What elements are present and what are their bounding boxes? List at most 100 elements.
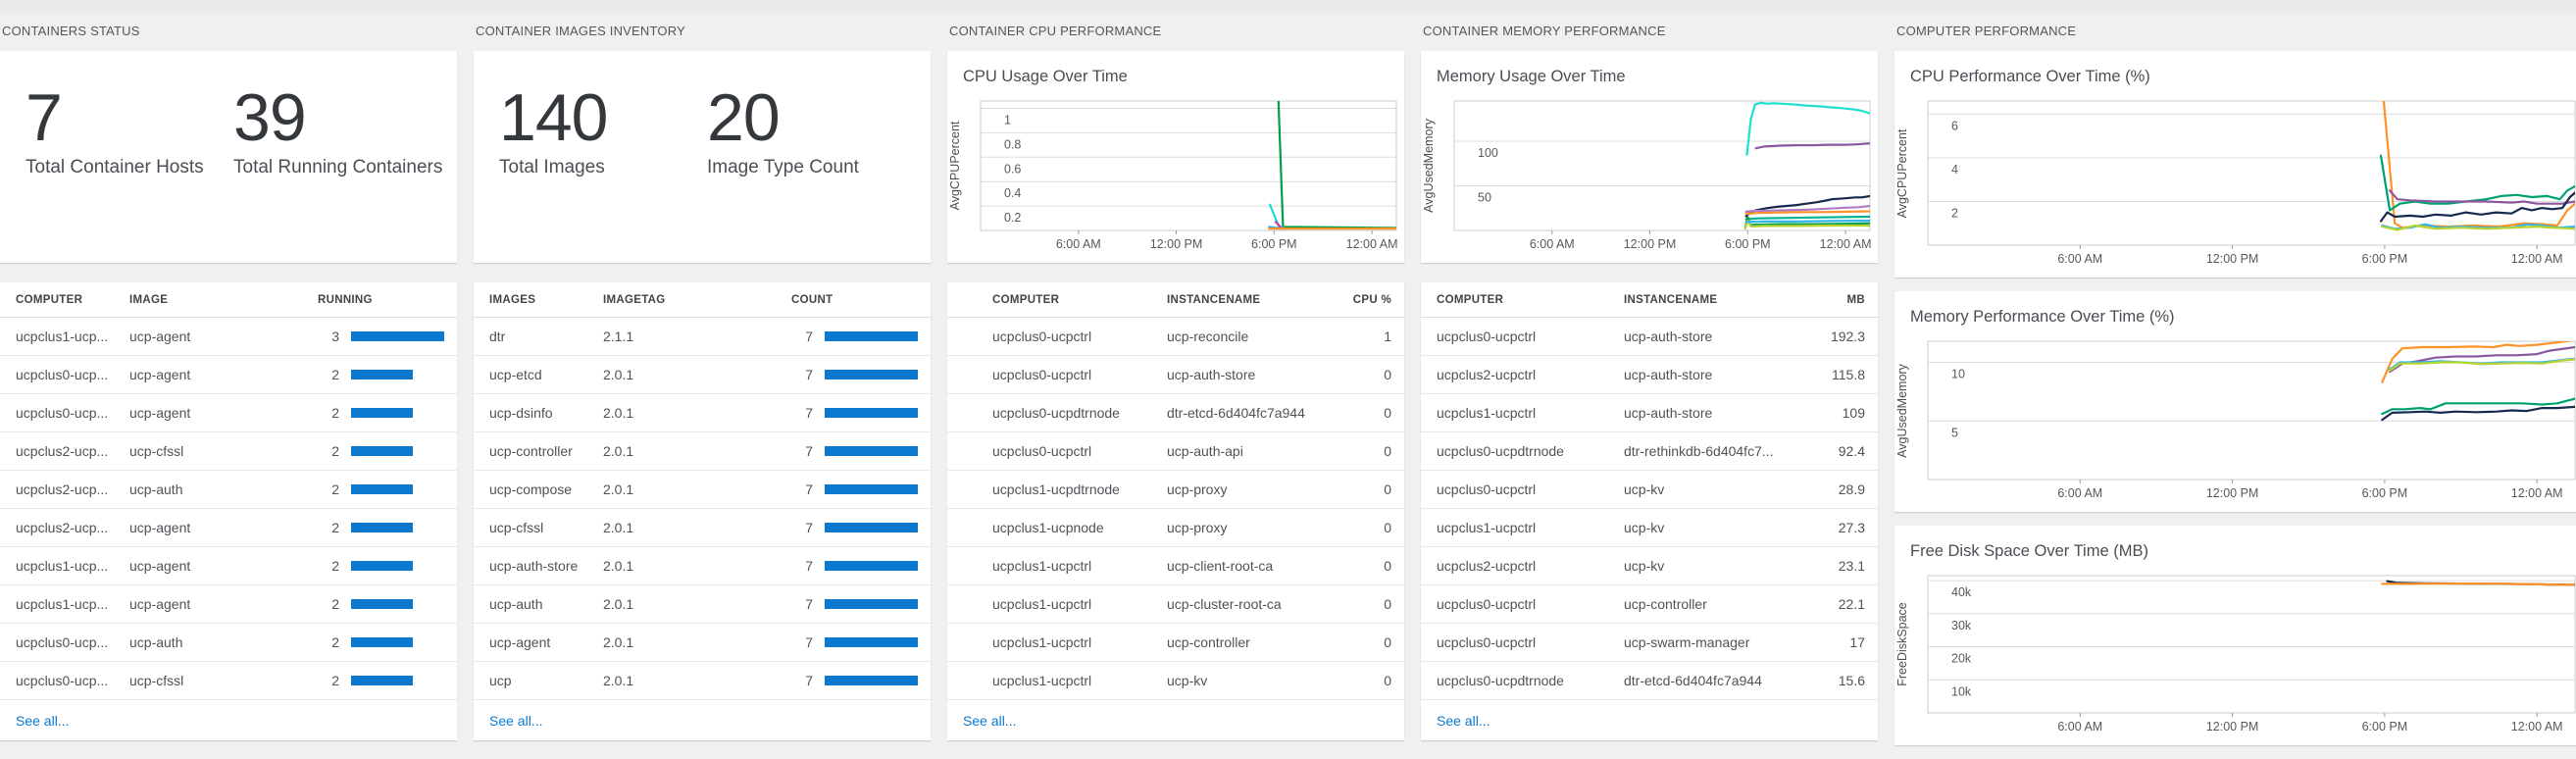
chart-svg: 100 50 6:00 AM 12:00 PM 6:00 PM 12:00 AM AvgUs… bbox=[1422, 100, 1872, 251]
table-row[interactable]: ucpclus0-ucpctrl ucp-kv 28.9 bbox=[1421, 471, 1878, 509]
cell-value: 2 bbox=[331, 367, 339, 382]
table-row[interactable]: ucp-controller 2.0.1 7 bbox=[474, 432, 931, 471]
cell-value: 109 bbox=[1842, 405, 1865, 421]
table-row[interactable]: ucpclus0-ucp... ucp-cfssl 2 bbox=[0, 662, 457, 700]
table-row[interactable]: ucpclus1-ucpctrl ucp-cluster-root-ca 0 bbox=[947, 585, 1404, 624]
cell-value: 0 bbox=[1384, 520, 1391, 535]
stat-total-container-hosts[interactable]: 7 Total Container Hosts bbox=[25, 80, 233, 178]
table-row[interactable]: ucpclus1-ucpctrl ucp-auth-store 109 bbox=[1421, 394, 1878, 432]
table-row[interactable]: ucpclus1-ucpdtrnode ucp-proxy 0 bbox=[947, 471, 1404, 509]
svg-text:6:00 AM: 6:00 AM bbox=[1530, 237, 1575, 251]
table-row[interactable]: ucpclus1-ucp... ucp-agent 3 bbox=[0, 318, 457, 356]
table-row[interactable]: ucp-agent 2.0.1 7 bbox=[474, 624, 931, 662]
table-row[interactable]: ucp-compose 2.0.1 7 bbox=[474, 471, 931, 509]
table-row[interactable]: ucpclus0-ucp... ucp-auth 2 bbox=[0, 624, 457, 662]
table-row[interactable]: ucpclus0-ucpctrl ucp-auth-store 0 bbox=[947, 356, 1404, 394]
stat-total-images[interactable]: 140 Total Images bbox=[499, 80, 707, 178]
table-row[interactable]: ucpclus0-ucpctrl ucp-reconcile 1 bbox=[947, 318, 1404, 356]
cell-value: 2 bbox=[331, 481, 339, 497]
svg-text:FreeDiskSpace: FreeDiskSpace bbox=[1895, 602, 1909, 685]
memory-performance-chart-card[interactable]: Memory Performance Over Time (%) 10 5 6:00… bbox=[1894, 291, 2576, 512]
stat-total-running-containers[interactable]: 39 Total Running Containers bbox=[233, 80, 442, 178]
containers-status-stats-card: 7 Total Container Hosts 39 Total Running… bbox=[0, 51, 457, 263]
table-row[interactable]: ucp 2.0.1 7 bbox=[474, 662, 931, 700]
container-images-table: IMAGES IMAGETAG COUNT dtr 2.1.1 7 ucp-etcd 2.0.… bbox=[474, 282, 931, 700]
table-row[interactable]: ucpclus0-ucpdtrnode dtr-etcd-6d404fc7a944… bbox=[1421, 662, 1878, 700]
table-row[interactable]: ucpclus0-ucpdtrnode dtr-rethinkdb-6d404fc… bbox=[1421, 432, 1878, 471]
cpu-performance-chart-card[interactable]: CPU Performance Over Time (%) 6 4 2 6:00 AM… bbox=[1894, 51, 2576, 278]
table-row[interactable]: ucpclus1-ucpctrl ucp-kv 0 bbox=[947, 662, 1404, 700]
cell-col2: ucp-agent bbox=[129, 329, 191, 344]
table-row[interactable]: ucp-auth-store 2.0.1 7 bbox=[474, 547, 931, 585]
svg-text:10k: 10k bbox=[1951, 684, 1972, 698]
cell-value: 23.1 bbox=[1838, 558, 1865, 574]
table-row[interactable]: dtr 2.1.1 7 bbox=[474, 318, 931, 356]
stat-label: Total Images bbox=[499, 157, 605, 177]
table-row[interactable]: ucpclus2-ucp... ucp-auth 2 bbox=[0, 471, 457, 509]
svg-text:12:00 PM: 12:00 PM bbox=[2206, 252, 2259, 266]
table-row[interactable]: ucpclus2-ucp... ucp-agent 2 bbox=[0, 509, 457, 547]
table-row[interactable]: ucpclus0-ucpdtrnode dtr-etcd-6d404fc7a944… bbox=[947, 394, 1404, 432]
table-row[interactable]: ucpclus0-ucpctrl ucp-auth-store 192.3 bbox=[1421, 318, 1878, 356]
table-row[interactable]: ucp-auth 2.0.1 7 bbox=[474, 585, 931, 624]
svg-text:12:00 PM: 12:00 PM bbox=[2206, 486, 2259, 500]
cell-col1: ucpclus1-ucpctrl bbox=[992, 673, 1092, 688]
table-row[interactable]: ucpclus0-ucpctrl ucp-auth-api 0 bbox=[947, 432, 1404, 471]
cell-value: 0 bbox=[1384, 405, 1391, 421]
table-row[interactable]: ucpclus0-ucpctrl ucp-swarm-manager 17 bbox=[1421, 624, 1878, 662]
cpu-usage-chart-card[interactable]: CPU Usage Over Time 1 0.8 0.6 0.4 0.2 6:00 AM… bbox=[947, 51, 1404, 263]
stat-image-type-count[interactable]: 20 Image Type Count bbox=[707, 80, 915, 178]
free-disk-space-chart-card[interactable]: Free Disk Space Over Time (MB) 40k 30k 20k… bbox=[1894, 526, 2576, 745]
table-row[interactable]: ucpclus1-ucpctrl ucp-kv 27.3 bbox=[1421, 509, 1878, 547]
table-row[interactable]: ucpclus1-ucpctrl ucp-controller 0 bbox=[947, 624, 1404, 662]
cell-value: 92.4 bbox=[1838, 443, 1865, 459]
containers-status-table-card: COMPUTER IMAGE RUNNING ucpclus1-ucp... ucp-a… bbox=[0, 282, 457, 740]
svg-text:0.4: 0.4 bbox=[1004, 186, 1021, 200]
cell-col1: ucpclus1-ucpctrl bbox=[1437, 520, 1537, 535]
cell-col1: ucpclus2-ucpctrl bbox=[1437, 367, 1537, 382]
svg-text:5: 5 bbox=[1951, 426, 1958, 439]
table-row[interactable]: ucp-etcd 2.0.1 7 bbox=[474, 356, 931, 394]
svg-text:AvgCPUPercent: AvgCPUPercent bbox=[1895, 128, 1909, 218]
table-row[interactable]: ucpclus2-ucpctrl ucp-kv 23.1 bbox=[1421, 547, 1878, 585]
table-row[interactable]: ucpclus0-ucpctrl ucp-controller 22.1 bbox=[1421, 585, 1878, 624]
see-all-link[interactable]: See all... bbox=[1437, 713, 1490, 729]
cell-col2: ucp-kv bbox=[1624, 520, 1665, 535]
table-row[interactable]: ucpclus0-ucp... ucp-agent 2 bbox=[0, 394, 457, 432]
cell-col1: ucpclus2-ucp... bbox=[16, 520, 109, 535]
cell-value: 7 bbox=[805, 405, 813, 421]
cell-col2: ucp-proxy bbox=[1167, 520, 1228, 535]
see-all-link[interactable]: See all... bbox=[963, 713, 1017, 729]
cell-col2: ucp-client-root-ca bbox=[1167, 558, 1274, 574]
column-header: RUNNING bbox=[318, 293, 373, 306]
memory-usage-chart-card[interactable]: Memory Usage Over Time 100 50 6:00 AM 12:00… bbox=[1421, 51, 1878, 263]
see-all-link[interactable]: See all... bbox=[489, 713, 543, 729]
table-row[interactable]: ucpclus2-ucpctrl ucp-auth-store 115.8 bbox=[1421, 356, 1878, 394]
see-all-link[interactable]: See all... bbox=[16, 713, 70, 729]
cell-col1: ucp-compose bbox=[489, 481, 573, 497]
svg-text:6: 6 bbox=[1951, 119, 1958, 132]
cell-col2: ucp-auth bbox=[129, 481, 183, 497]
table-row[interactable]: ucpclus1-ucpctrl ucp-client-root-ca 0 bbox=[947, 547, 1404, 585]
value-bar bbox=[825, 676, 918, 685]
cell-col1: ucpclus1-ucp... bbox=[16, 558, 109, 574]
column-header: MB bbox=[1846, 293, 1865, 306]
cell-col2: ucp-agent bbox=[129, 405, 191, 421]
table-row[interactable]: ucpclus2-ucp... ucp-cfssl 2 bbox=[0, 432, 457, 471]
table-row[interactable]: ucpclus1-ucpnode ucp-proxy 0 bbox=[947, 509, 1404, 547]
cell-col1: dtr bbox=[489, 329, 506, 344]
cell-col1: ucpclus1-ucpnode bbox=[992, 520, 1104, 535]
column-header: IMAGES bbox=[489, 293, 536, 306]
container-images-stats-card: 140 Total Images 20 Image Type Count bbox=[474, 51, 931, 263]
table-row[interactable]: ucpclus0-ucp... ucp-agent 2 bbox=[0, 356, 457, 394]
value-bar bbox=[825, 637, 918, 647]
column-container-images: CONTAINER IMAGES INVENTORY 140 Total Ima… bbox=[474, 13, 931, 759]
chart-svg: 10 5 6:00 AM 12:00 PM 6:00 PM 12:00 AM AvgUsed… bbox=[1895, 340, 2576, 500]
table-row[interactable]: ucpclus1-ucp... ucp-agent 2 bbox=[0, 547, 457, 585]
svg-text:40k: 40k bbox=[1951, 585, 1972, 599]
table-row[interactable]: ucp-dsinfo 2.0.1 7 bbox=[474, 394, 931, 432]
cell-col1: ucpclus0-ucpctrl bbox=[992, 443, 1092, 459]
chart-title: Memory Performance Over Time (%) bbox=[1910, 308, 2175, 326]
table-row[interactable]: ucp-cfssl 2.0.1 7 bbox=[474, 509, 931, 547]
table-row[interactable]: ucpclus1-ucp... ucp-agent 2 bbox=[0, 585, 457, 624]
